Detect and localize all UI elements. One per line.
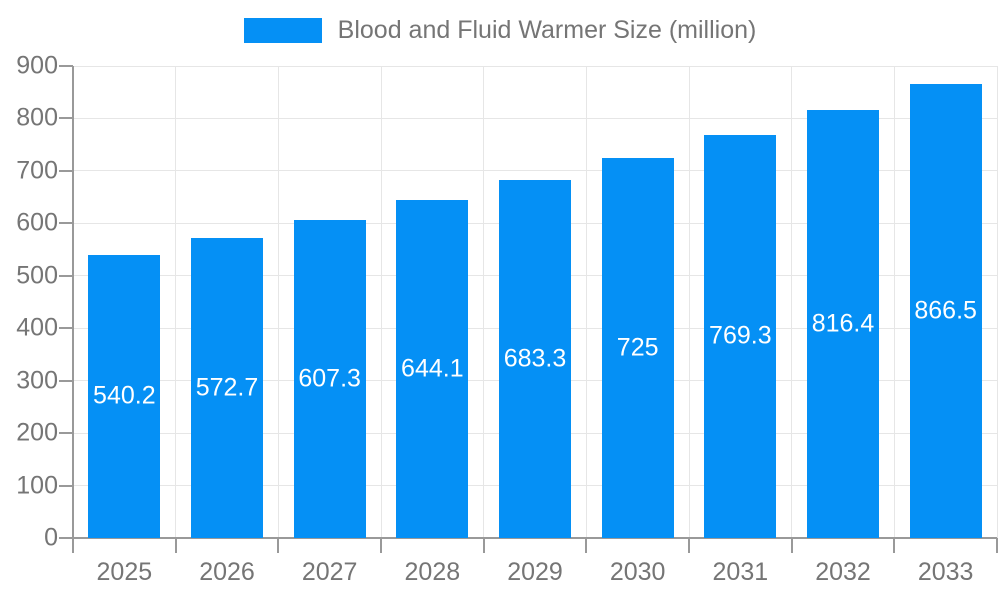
- v-gridline: [688, 66, 690, 538]
- bar-value-label: 683.3: [503, 344, 567, 373]
- v-gridline: [791, 66, 793, 538]
- x-tick: [585, 538, 588, 553]
- y-axis-line: [72, 66, 74, 538]
- h-gridline: [73, 65, 997, 67]
- v-gridline: [380, 66, 382, 538]
- h-gridline: [73, 117, 997, 119]
- bar-value-label: 725: [616, 333, 659, 362]
- legend: Blood and Fluid Warmer Size (million): [0, 16, 1000, 45]
- bar-value-label: 866.5: [914, 296, 977, 325]
- x-tick: [380, 538, 382, 553]
- h-gridline: [73, 170, 997, 172]
- x-tick: [893, 538, 896, 553]
- x-tick-label: 2026: [199, 558, 255, 586]
- x-tick: [790, 538, 793, 553]
- bar-value-label: 816.4: [811, 309, 875, 338]
- y-tick-label: 0: [44, 523, 58, 552]
- v-gridline: [996, 66, 998, 538]
- y-tick: [59, 537, 73, 539]
- x-tick-label: 2033: [917, 558, 974, 586]
- y-tick-label: 200: [16, 418, 58, 447]
- y-tick-label: 800: [16, 103, 58, 132]
- y-tick: [59, 484, 73, 487]
- bar-value-label: 644.1: [401, 354, 464, 383]
- bar: [88, 254, 161, 538]
- v-gridline: [483, 66, 485, 538]
- bar: [704, 134, 777, 538]
- y-tick: [59, 432, 73, 435]
- y-tick-label: 900: [16, 51, 58, 80]
- bar: [909, 83, 982, 538]
- bar: [396, 200, 469, 538]
- bar: [191, 237, 263, 538]
- y-tick: [59, 117, 73, 120]
- v-gridline: [893, 66, 895, 538]
- y-tick-label: 700: [16, 156, 58, 185]
- bar-value-label: 540.2: [93, 381, 156, 410]
- y-tick: [59, 65, 73, 67]
- x-tick-label: 2032: [815, 558, 871, 586]
- y-tick: [59, 327, 73, 330]
- y-tick-label: 500: [16, 261, 58, 290]
- x-tick: [482, 538, 485, 553]
- x-axis-line: [72, 537, 997, 539]
- x-tick-label: 2030: [609, 558, 666, 586]
- y-tick-label: 100: [16, 471, 58, 500]
- v-gridline: [175, 66, 177, 538]
- legend-label: Blood and Fluid Warmer Size (million): [337, 16, 757, 44]
- y-tick: [59, 222, 73, 225]
- x-tick-label: 2028: [404, 558, 461, 586]
- y-tick-label: 400: [16, 313, 58, 342]
- y-tick: [59, 379, 73, 382]
- v-gridline: [585, 66, 587, 538]
- x-tick: [174, 538, 177, 553]
- x-tick: [688, 538, 690, 553]
- bar-value-label: 572.7: [195, 373, 259, 402]
- bar: [293, 219, 366, 538]
- y-tick: [59, 169, 73, 172]
- x-tick-label: 2027: [301, 558, 358, 586]
- bar: [601, 157, 674, 538]
- bar-value-label: 607.3: [298, 364, 361, 393]
- x-tick: [72, 538, 74, 553]
- bar-value-label: 769.3: [709, 321, 772, 350]
- x-tick-label: 2029: [507, 558, 563, 586]
- bar: [807, 109, 879, 538]
- x-tick-label: 2031: [712, 558, 769, 586]
- v-gridline: [277, 66, 279, 538]
- x-tick: [996, 538, 998, 553]
- legend-swatch: [243, 18, 322, 43]
- bar: [499, 179, 571, 538]
- x-tick: [277, 538, 280, 553]
- y-tick-label: 600: [16, 208, 58, 237]
- y-tick-label: 300: [16, 366, 58, 395]
- x-tick-label: 2025: [96, 558, 153, 586]
- y-tick: [59, 274, 73, 277]
